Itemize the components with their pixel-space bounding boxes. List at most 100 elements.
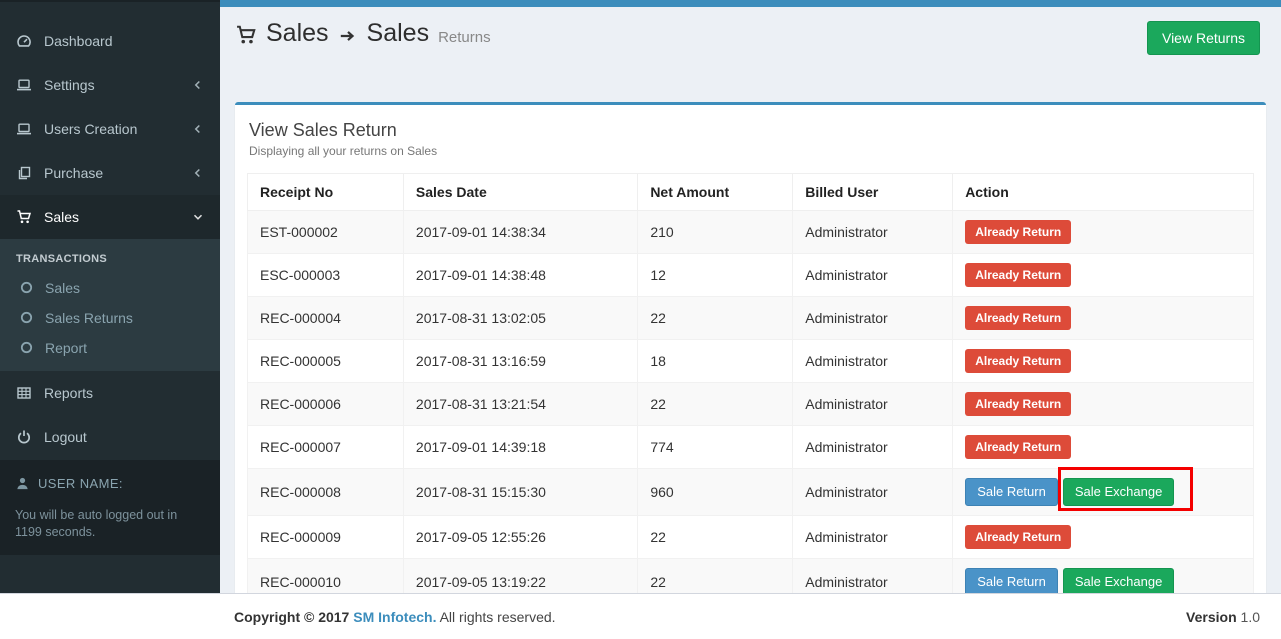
col-sales-date: Sales Date [402, 173, 639, 211]
laptop-icon [15, 77, 33, 93]
breadcrumb-sub: Returns [438, 29, 491, 46]
circle-o-icon [19, 310, 35, 326]
chevron-left-icon [191, 78, 205, 92]
user-panel: USER NAME: You will be auto logged out i… [0, 460, 220, 555]
sidebar-item-users-creation[interactable]: Users Creation [0, 107, 220, 151]
receipt-no-cell: REC-000007 [247, 425, 404, 469]
sales-date-cell: 2017-08-31 13:16:59 [402, 339, 639, 383]
version-label: Version [1186, 608, 1237, 625]
card-title: View Sales Return [249, 120, 397, 140]
billed-user-cell: Administrator [792, 515, 954, 559]
billed-user-cell: Administrator [792, 210, 954, 254]
table-row: EST-000002 2017-09-01 14:38:34 210 Administ… [247, 210, 1254, 254]
already-return-badge: Already Return [965, 263, 1072, 287]
table-header-row: Receipt No Sales Date Net Amount Billed … [247, 173, 1254, 211]
action-cell: Already Return [952, 296, 1254, 340]
sales-date-cell: 2017-09-01 14:38:48 [402, 253, 639, 297]
receipt-no-cell: REC-000004 [247, 296, 404, 340]
billed-user-cell: Administrator [792, 425, 954, 469]
net-amount-cell: 774 [637, 425, 794, 469]
billed-user-cell: Administrator [792, 339, 954, 383]
already-return-badge: Already Return [965, 220, 1072, 244]
sales-date-cell: 2017-09-01 14:38:34 [402, 210, 639, 254]
page-title: Sales Sales Returns [235, 19, 491, 48]
copyright-prefix: Copyright © 2017 [234, 608, 350, 625]
circle-o-icon [19, 280, 35, 296]
company-link[interactable]: SM Infotech. [353, 608, 437, 625]
sale-return-button[interactable]: Sale Return [965, 478, 1058, 506]
chevron-left-icon [191, 122, 205, 136]
sidebar-item-purchase[interactable]: Purchase [0, 151, 220, 195]
circle-o-icon [19, 340, 35, 356]
receipt-no-cell: REC-000008 [247, 468, 404, 516]
table-row: REC-000007 2017-09-01 14:39:18 774 Administ… [247, 425, 1254, 469]
receipt-no-cell: EST-000002 [247, 210, 404, 254]
submenu-item-label: Sales [45, 280, 81, 296]
cart-icon [15, 209, 33, 225]
sidebar-item-label: Reports [44, 385, 94, 401]
sales-return-card: View Sales Return Displaying all your re… [235, 102, 1266, 624]
action-cell: Already Return [952, 515, 1254, 559]
sidebar-item-settings[interactable]: Settings [0, 63, 220, 107]
billed-user-cell: Administrator [792, 296, 954, 340]
sales-submenu: TRANSACTIONS Sales Sales Returns Report [0, 239, 220, 371]
net-amount-cell: 22 [637, 515, 794, 559]
submenu-item-label: Report [45, 340, 88, 356]
net-amount-cell: 22 [637, 382, 794, 426]
col-receipt-no: Receipt No [247, 173, 404, 211]
sidebar-item-dashboard[interactable]: Dashboard [0, 19, 220, 63]
submenu-item-sales-returns[interactable]: Sales Returns [0, 303, 220, 333]
col-net-amount: Net Amount [637, 173, 794, 211]
sidebar-item-logout[interactable]: Logout [0, 415, 220, 459]
table-row: ESC-000003 2017-09-01 14:38:48 12 Administr… [247, 253, 1254, 297]
net-amount-cell: 210 [637, 210, 794, 254]
user-name-label: USER NAME: [38, 476, 123, 491]
table-row: REC-000006 2017-08-31 13:21:54 22 Administr… [247, 382, 1254, 426]
receipt-no-cell: REC-000006 [247, 382, 404, 426]
net-amount-cell: 18 [637, 339, 794, 383]
net-amount-cell: 12 [637, 253, 794, 297]
chevron-down-icon [191, 210, 205, 224]
sidebar-item-reports[interactable]: Reports [0, 371, 220, 415]
sidebar-item-label: Settings [44, 77, 95, 93]
sales-date-cell: 2017-08-31 13:21:54 [402, 382, 639, 426]
sales-returns-table: Receipt No Sales Date Net Amount Billed … [247, 173, 1254, 606]
gauge-icon [15, 33, 33, 49]
breadcrumb-secondary: Sales [366, 19, 430, 47]
top-accent-bar [220, 0, 1281, 7]
table-row: REC-000009 2017-09-05 12:55:26 22 Administr… [247, 515, 1254, 559]
cart-icon [235, 24, 257, 46]
auto-logout-note: You will be auto logged out in 1199 seco… [15, 508, 178, 539]
sale-exchange-button[interactable]: Sale Exchange [1062, 568, 1175, 596]
page-header: Sales Sales Returns View Returns [220, 7, 1281, 55]
action-cell: Already Return [952, 339, 1254, 383]
submenu-header: TRANSACTIONS [16, 253, 107, 265]
sidebar-item-label: Dashboard [44, 33, 113, 49]
copyright: Copyright © 2017 SM Infotech. All rights… [234, 609, 556, 625]
action-cell: Sale Return Sale Exchange [952, 467, 1254, 516]
main-content: Sales Sales Returns View Returns View Sa… [220, 0, 1281, 624]
sidebar-item-label: Users Creation [44, 121, 138, 137]
receipt-no-cell: ESC-000003 [247, 253, 404, 297]
sidebar-item-label: Purchase [44, 165, 104, 181]
already-return-badge: Already Return [965, 525, 1072, 549]
view-returns-button[interactable]: View Returns [1146, 21, 1260, 55]
col-billed-user: Billed User [792, 173, 954, 211]
sidebar-item-sales[interactable]: Sales [0, 195, 220, 239]
submenu-item-sales[interactable]: Sales [0, 273, 220, 303]
sales-date-cell: 2017-08-31 15:15:30 [402, 468, 639, 516]
sale-return-button[interactable]: Sale Return [965, 568, 1058, 596]
submenu-item-label: Sales Returns [45, 310, 133, 326]
copyright-suffix: All rights reserved. [439, 608, 556, 625]
chevron-left-icon [191, 166, 205, 180]
action-cell: Already Return [952, 253, 1254, 297]
footer: Copyright © 2017 SM Infotech. All rights… [0, 593, 1281, 639]
billed-user-cell: Administrator [792, 468, 954, 516]
sale-exchange-button[interactable]: Sale Exchange [1057, 467, 1194, 511]
submenu-item-report[interactable]: Report [0, 333, 220, 363]
sales-date-cell: 2017-09-05 12:55:26 [402, 515, 639, 559]
billed-user-cell: Administrator [792, 253, 954, 297]
action-cell: Already Return [952, 382, 1254, 426]
sales-date-cell: 2017-09-01 14:39:18 [402, 425, 639, 469]
receipt-no-cell: REC-000009 [247, 515, 404, 559]
